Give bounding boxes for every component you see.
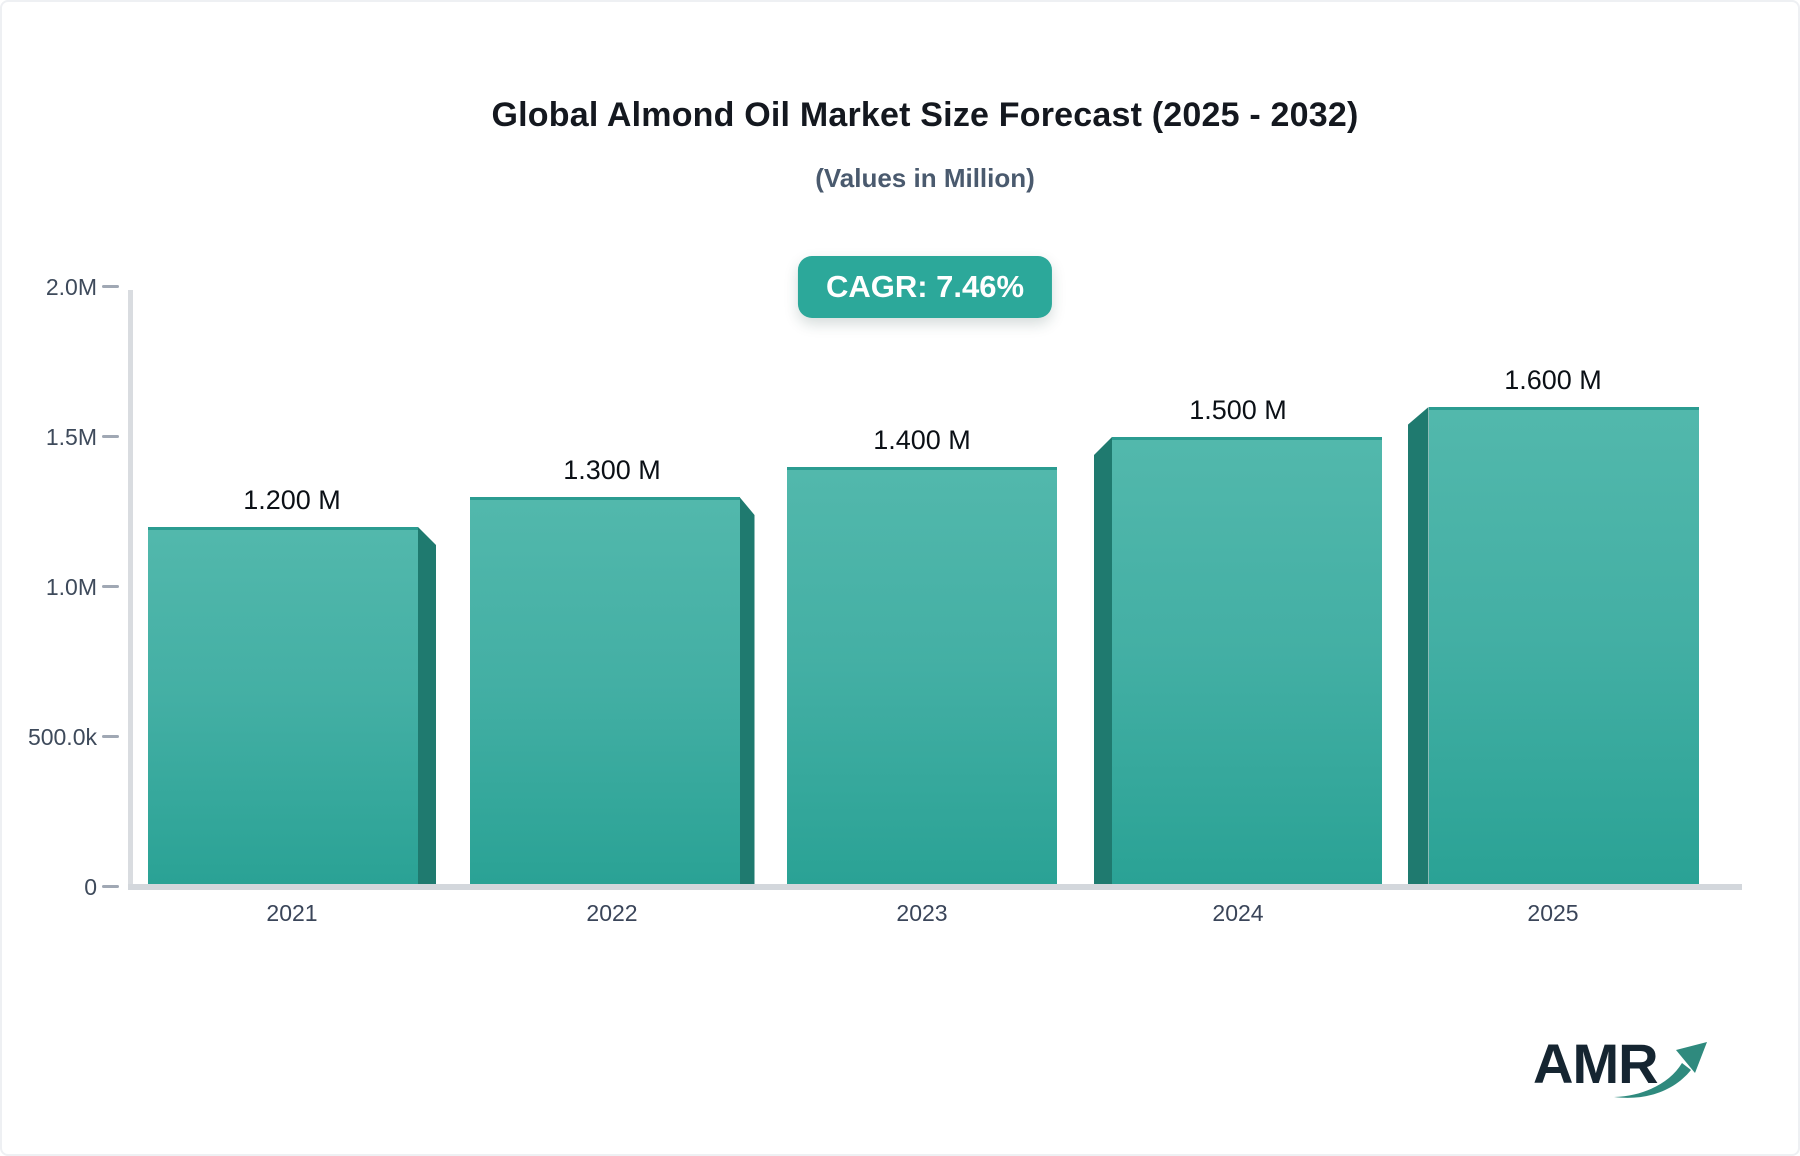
y-axis-tick <box>102 585 119 588</box>
amr-logo-text: AMR <box>1533 1032 1659 1095</box>
x-axis-label-2022: 2022 <box>586 900 638 926</box>
bar-value-label: 1.600 M <box>1504 365 1602 395</box>
bar-2021 <box>148 527 436 884</box>
y-axis-tick <box>102 285 119 288</box>
growth-arrow-icon <box>1614 1042 1707 1098</box>
amr-logo: AMR <box>1533 1033 1713 1108</box>
bar-2024 <box>1094 437 1382 884</box>
bar-face <box>469 497 740 884</box>
y-axis-tick <box>102 735 119 738</box>
y-axis-tick-label: 0 <box>84 874 97 900</box>
bar-2025 <box>1407 407 1699 884</box>
bar-value-label: 1.500 M <box>1189 395 1287 425</box>
bar-value-label: 1.300 M <box>563 455 661 485</box>
y-axis-tick-label: 1.0M <box>45 574 97 600</box>
bar-side-bevel <box>739 497 755 884</box>
bar-face <box>1428 407 1699 884</box>
y-axis-tick-label: 500.0k <box>27 724 97 750</box>
y-axis-tick <box>102 435 119 438</box>
chart-subtitle: (Values in Million) <box>815 163 1035 193</box>
y-axis-tick-label: 1.5M <box>45 424 97 450</box>
y-axis-line <box>128 290 133 887</box>
chart-title: Global Almond Oil Market Size Forecast (… <box>491 96 1359 134</box>
x-axis-label-2024: 2024 <box>1212 900 1264 926</box>
bar-side-bevel <box>418 527 436 884</box>
bar-side-bevel <box>1094 437 1112 884</box>
bar-2023 <box>787 467 1057 884</box>
cagr-badge: CAGR: 7.46% <box>797 256 1053 318</box>
x-axis-label-2025: 2025 <box>1527 900 1579 926</box>
y-axis-tick-label: 2.0M <box>45 274 97 300</box>
bar-2022 <box>469 497 755 884</box>
bar-value-label: 1.200 M <box>243 485 341 515</box>
y-axis-tick <box>102 885 119 888</box>
bar-face <box>787 467 1057 884</box>
bar-side-bevel <box>1407 407 1429 884</box>
x-axis-label-2023: 2023 <box>896 900 948 926</box>
x-axis-label-2021: 2021 <box>266 900 318 926</box>
bar-face <box>1112 437 1382 884</box>
x-axis-baseline <box>128 884 1742 890</box>
bar-face <box>148 527 418 884</box>
bar-value-label: 1.400 M <box>873 425 971 455</box>
